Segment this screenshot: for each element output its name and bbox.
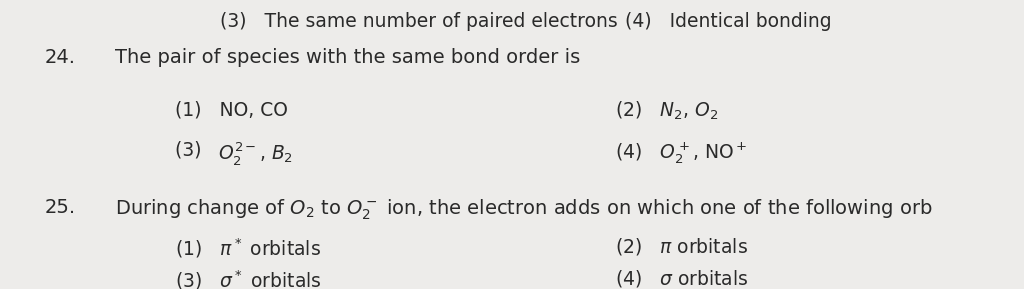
Text: (2)   $\pi$ orbitals: (2) $\pi$ orbitals <box>615 236 748 257</box>
Text: (4)   $\sigma$ orbitals: (4) $\sigma$ orbitals <box>615 268 749 289</box>
Text: (3)   $\sigma^*$ orbitals: (3) $\sigma^*$ orbitals <box>175 268 322 289</box>
Text: (3): (3) <box>175 140 219 159</box>
Text: (4)   Identical bonding: (4) Identical bonding <box>625 12 831 31</box>
Text: The pair of species with the same bond order is: The pair of species with the same bond o… <box>115 48 581 67</box>
Text: (2)   $N_2$, $O_2$: (2) $N_2$, $O_2$ <box>615 100 718 122</box>
Text: 24.: 24. <box>45 48 76 67</box>
Text: (1)   $\pi^*$ orbitals: (1) $\pi^*$ orbitals <box>175 236 322 260</box>
Text: $O_2^{2-}$, $B_2$: $O_2^{2-}$, $B_2$ <box>218 140 293 167</box>
Text: (1)   NO, CO: (1) NO, CO <box>175 100 288 119</box>
Text: (3)   The same number of paired electrons: (3) The same number of paired electrons <box>220 12 617 31</box>
Text: (4)   $O_2^+$, NO$^+$: (4) $O_2^+$, NO$^+$ <box>615 140 748 166</box>
Text: During change of $O_2$ to $O_2^-$ ion, the electron adds on which one of the fol: During change of $O_2$ to $O_2^-$ ion, t… <box>115 198 933 223</box>
Text: 25.: 25. <box>45 198 76 217</box>
